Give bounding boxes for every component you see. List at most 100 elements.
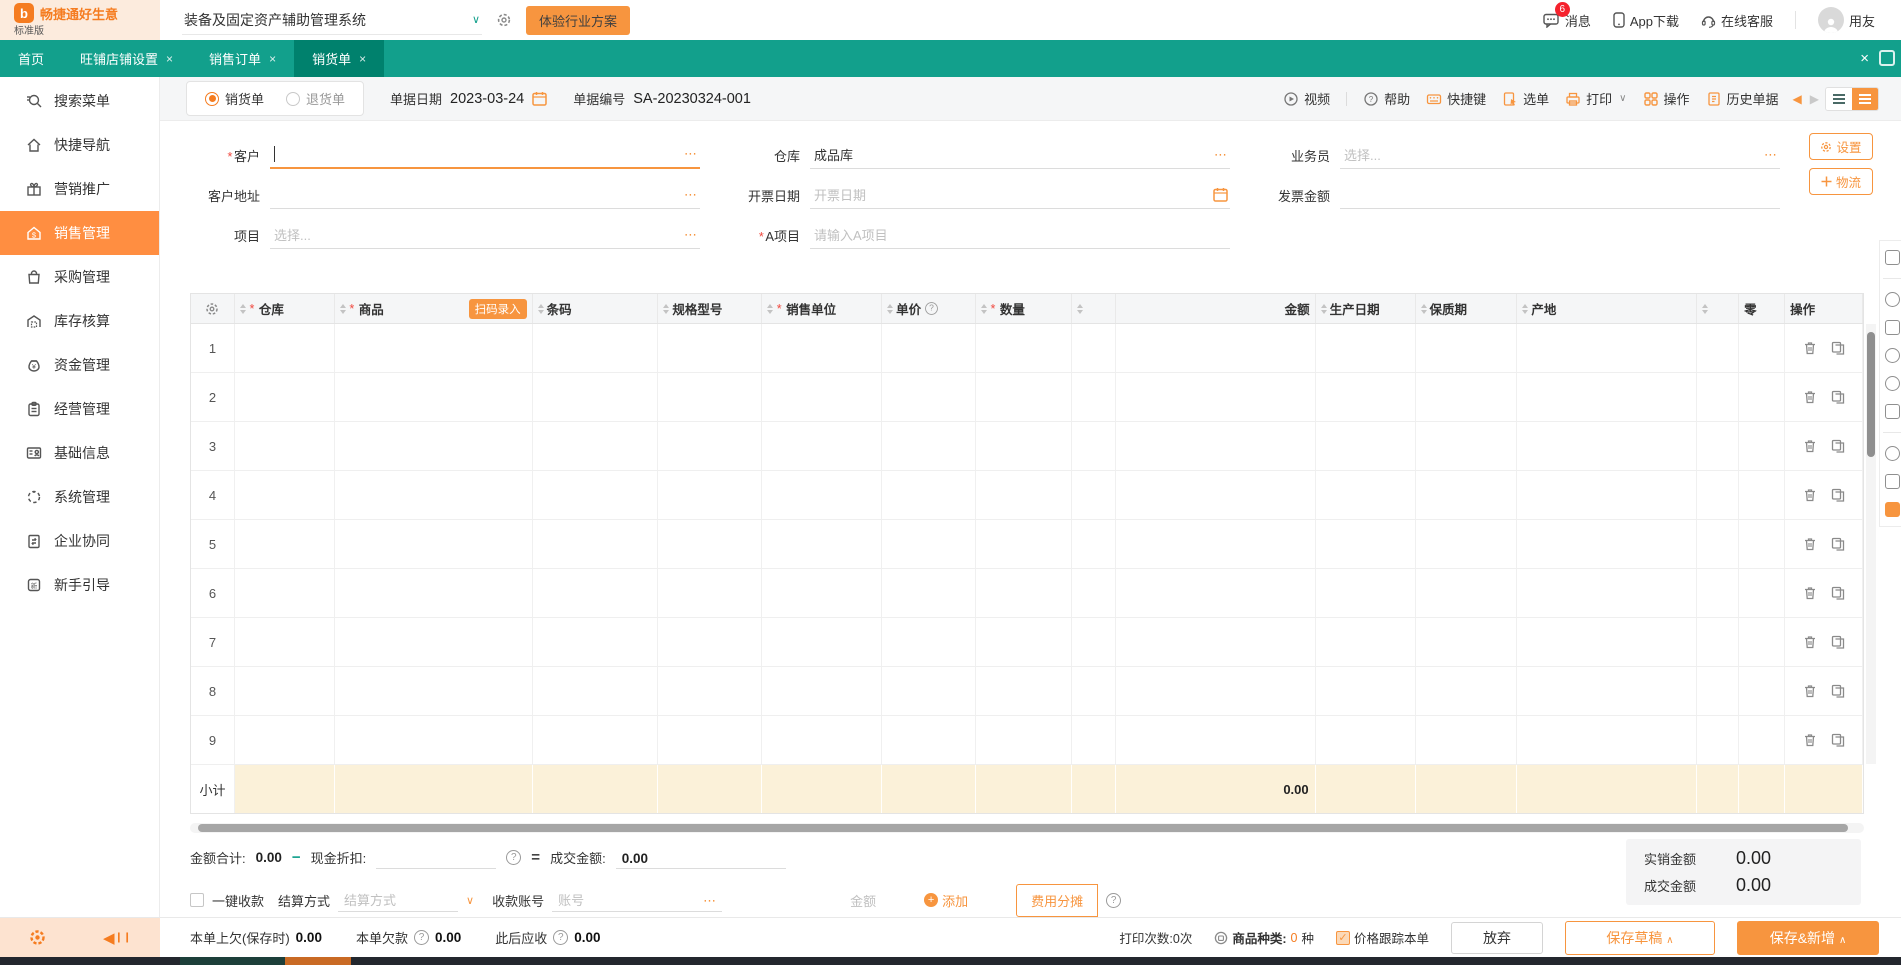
grid-cell[interactable]	[762, 716, 883, 764]
grid-cell[interactable]	[1116, 716, 1316, 764]
grid-cell[interactable]	[1116, 618, 1316, 666]
tabbar-menu-icon[interactable]	[1879, 50, 1895, 66]
sidebar-item-新手引导[interactable]: 新 新手引导	[0, 563, 159, 607]
user-menu[interactable]: 用友	[1817, 7, 1875, 33]
grid-cell[interactable]	[1697, 520, 1740, 568]
online-service-button[interactable]: 在线客服	[1701, 11, 1773, 30]
column-header-规格型号[interactable]: 规格型号	[658, 294, 763, 323]
grid-cell[interactable]	[658, 618, 763, 666]
grid-cell[interactable]	[1116, 471, 1316, 519]
grid-cell[interactable]	[1517, 324, 1698, 372]
copy-row-icon[interactable]	[1830, 487, 1846, 503]
grid-cell[interactable]	[658, 422, 763, 470]
copy-row-icon[interactable]	[1830, 585, 1846, 601]
chevron-down-icon[interactable]: ∨	[466, 894, 475, 907]
grid-cell[interactable]	[882, 422, 977, 470]
column-header-仓库[interactable]: * 仓库	[235, 294, 335, 323]
grid-cell[interactable]	[1416, 716, 1518, 764]
grid-cell[interactable]	[335, 667, 533, 715]
side-tool-phone-icon[interactable]	[1885, 474, 1900, 489]
grid-settings-gear-icon[interactable]	[204, 301, 220, 317]
grid-cell[interactable]	[1116, 373, 1316, 421]
toolbar-action-选单[interactable]: 选单	[1502, 89, 1549, 108]
invoice-date-input[interactable]: 开票日期	[810, 181, 1230, 209]
grid-cell[interactable]	[1316, 422, 1416, 470]
grid-cell[interactable]	[335, 422, 533, 470]
delete-row-icon[interactable]	[1802, 389, 1818, 405]
grid-cell[interactable]	[1116, 569, 1316, 617]
grid-cell[interactable]	[976, 716, 1072, 764]
copy-row-icon[interactable]	[1830, 683, 1846, 699]
grid-cell[interactable]	[976, 618, 1072, 666]
settings-gear-icon[interactable]	[496, 12, 512, 28]
grid-cell[interactable]	[335, 373, 533, 421]
grid-cell[interactable]	[235, 667, 335, 715]
sort-icon[interactable]	[1522, 303, 1529, 314]
price-track-checkbox[interactable]: ✓	[1335, 930, 1350, 945]
grid-cell[interactable]	[976, 569, 1072, 617]
grid-cell[interactable]	[533, 520, 659, 568]
grid-cell[interactable]	[1416, 422, 1518, 470]
system-selector[interactable]: 装备及固定资产辅助管理系统 ∨	[182, 6, 482, 35]
tab-首页[interactable]: 首页	[0, 40, 62, 77]
grid-cell[interactable]	[882, 667, 977, 715]
grid-cell[interactable]	[882, 569, 977, 617]
grid-cell[interactable]	[762, 422, 883, 470]
grid-cell[interactable]	[1316, 520, 1416, 568]
vertical-scrollbar-thumb[interactable]	[1867, 332, 1875, 457]
tabbar-close-icon[interactable]: ×	[1860, 50, 1869, 67]
grid-cell[interactable]	[533, 422, 659, 470]
grid-cell[interactable]	[658, 373, 763, 421]
grid-cell[interactable]	[658, 716, 763, 764]
toolbar-action-帮助[interactable]: ? 帮助	[1363, 89, 1410, 108]
sidebar-item-基础信息[interactable]: 基础信息	[0, 431, 159, 475]
grid-cell[interactable]	[235, 373, 335, 421]
row-actions-cell[interactable]	[1785, 569, 1863, 617]
grid-cell[interactable]	[762, 569, 883, 617]
more-icon[interactable]: ⋯	[684, 186, 698, 202]
grid-cell[interactable]	[1697, 471, 1740, 519]
price-track-item[interactable]: ✓ 价格跟踪本单	[1335, 928, 1429, 947]
grid-cell[interactable]	[1517, 667, 1698, 715]
grid-cell[interactable]	[1517, 520, 1698, 568]
aproject-input[interactable]: 请输入A项目	[810, 221, 1230, 249]
grid-cell[interactable]	[533, 373, 659, 421]
delete-row-icon[interactable]	[1802, 732, 1818, 748]
account-input[interactable]: 账号 ⋯	[552, 888, 723, 912]
grid-cell[interactable]	[976, 471, 1072, 519]
grid-cell[interactable]	[1072, 422, 1116, 470]
grid-cell[interactable]	[762, 324, 883, 372]
grid-cell[interactable]	[335, 520, 533, 568]
grid-cell[interactable]	[658, 324, 763, 372]
grid-cell[interactable]	[1697, 422, 1740, 470]
row-actions-cell[interactable]	[1785, 324, 1863, 372]
grid-cell[interactable]	[882, 471, 977, 519]
grid-cell[interactable]	[882, 618, 977, 666]
more-icon[interactable]: ⋯	[1214, 146, 1228, 162]
project-input[interactable]: 选择... ⋯	[270, 221, 700, 249]
grid-cell[interactable]	[976, 422, 1072, 470]
grid-cell[interactable]	[235, 569, 335, 617]
collapse-sidebar-icon[interactable]: ◀❙❙	[103, 929, 132, 947]
vertical-scrollbar[interactable]	[1866, 324, 1876, 764]
sidebar-item-快捷导航[interactable]: 快捷导航	[0, 123, 159, 167]
side-tool-back-icon[interactable]	[1885, 446, 1900, 461]
row-actions-cell[interactable]	[1785, 471, 1863, 519]
delete-row-icon[interactable]	[1802, 340, 1818, 356]
save-draft-button[interactable]: 保存草稿 ∧	[1565, 920, 1715, 955]
sort-icon[interactable]	[1320, 303, 1327, 314]
sort-icon[interactable]	[1076, 303, 1083, 314]
grid-cell[interactable]	[1072, 373, 1116, 421]
row-actions-cell[interactable]	[1785, 520, 1863, 568]
grid-cell[interactable]	[1316, 373, 1416, 421]
column-header-条码[interactable]: 条码	[533, 294, 659, 323]
grid-cell[interactable]	[882, 716, 977, 764]
copy-row-icon[interactable]	[1830, 340, 1846, 356]
salesman-input[interactable]: 选择... ⋯	[1340, 141, 1780, 169]
column-header-销售单位[interactable]: * 销售单位	[762, 294, 883, 323]
grid-cell[interactable]	[976, 667, 1072, 715]
more-icon[interactable]: ⋯	[684, 226, 698, 242]
sort-icon[interactable]	[239, 303, 246, 314]
grid-cell[interactable]	[882, 520, 977, 568]
grid-cell[interactable]	[533, 471, 659, 519]
